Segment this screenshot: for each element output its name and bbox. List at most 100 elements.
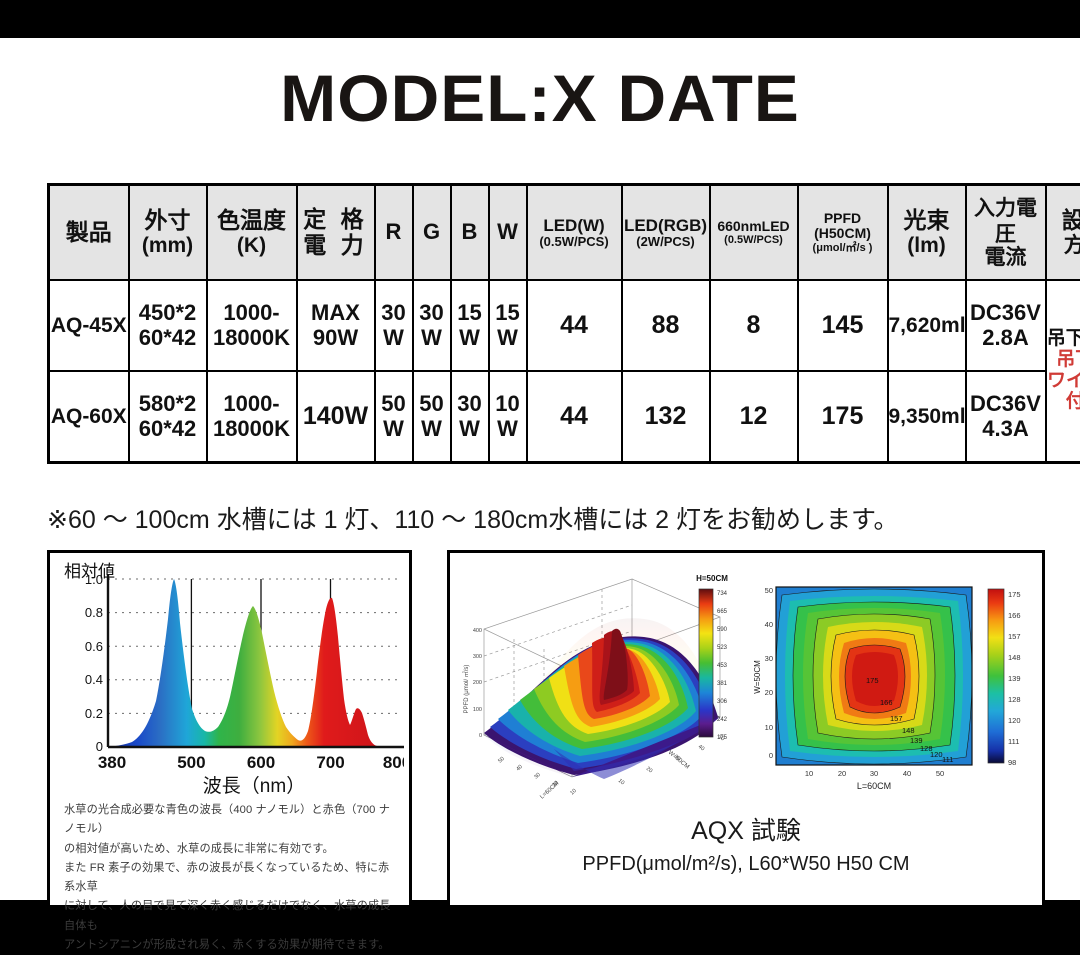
cell-led-660nm: 12 bbox=[710, 371, 798, 463]
ppfd-caption-subtitle: PPFD(μmol/m²/s), L60*W50 H50 CM bbox=[450, 853, 1042, 876]
svg-text:40: 40 bbox=[765, 620, 773, 629]
spectrum-chart: 1.0 0.8 0.6 0.4 0.2 0 380 500 600 700 80… bbox=[60, 561, 404, 797]
cell-luminous-flux: 7,620ml bbox=[888, 280, 966, 371]
surface-zlabel-text: PPFD (μmol/ ㎡/s) bbox=[462, 665, 470, 714]
svg-text:0.4: 0.4 bbox=[85, 672, 103, 687]
cell-ppfd: 175 bbox=[798, 371, 888, 463]
spectrum-yticks: 1.0 0.8 0.6 0.4 0.2 0 bbox=[85, 572, 103, 754]
ppfd-surface-chart: 0 100 200 300 400 PPFD (μmol/ ㎡/s) 50 40… bbox=[454, 567, 754, 807]
cell-ppfd: 145 bbox=[798, 280, 888, 371]
ppfd-contour-chart: 175 166 157 148 139 128 120 111 0 10 20 … bbox=[750, 575, 1040, 805]
surface-xlabel-text: L=60CM bbox=[539, 781, 560, 801]
svg-text:0: 0 bbox=[479, 733, 482, 739]
header-dimensions: 外寸(mm) bbox=[129, 185, 207, 281]
svg-text:500: 500 bbox=[177, 753, 205, 772]
contour-yticks: 0 10 20 30 40 50 bbox=[765, 586, 773, 760]
spec-table-container: 製品 外寸(mm) 色温度(K) 定 格電 力 R G B W LED(W)(0… bbox=[47, 183, 1045, 464]
svg-text:175: 175 bbox=[717, 735, 728, 741]
svg-text:50: 50 bbox=[497, 756, 506, 765]
svg-text:590: 590 bbox=[717, 627, 728, 633]
svg-text:120: 120 bbox=[1008, 716, 1021, 725]
svg-text:0: 0 bbox=[96, 739, 103, 754]
svg-text:400: 400 bbox=[473, 628, 482, 634]
svg-text:665: 665 bbox=[717, 609, 728, 615]
svg-text:100: 100 bbox=[473, 707, 482, 713]
svg-text:453: 453 bbox=[717, 663, 728, 669]
svg-text:111: 111 bbox=[942, 755, 953, 764]
svg-text:30: 30 bbox=[765, 654, 773, 663]
svg-text:10: 10 bbox=[765, 723, 773, 732]
table-header-row: 製品 外寸(mm) 色温度(K) 定 格電 力 R G B W LED(W)(0… bbox=[49, 185, 1080, 281]
header-ppfd: PPFD (H50CM)(μmol/㎡/s ) bbox=[798, 185, 888, 281]
cell-led-rgb: 132 bbox=[622, 371, 710, 463]
caption-line: アントシアニンが形成され易く、赤くする効果が期待できます。 bbox=[64, 936, 400, 955]
header-product: 製品 bbox=[49, 185, 129, 281]
header-input-voltage: 入力電圧電流 bbox=[966, 185, 1046, 281]
svg-text:40: 40 bbox=[903, 769, 911, 778]
header-rated-power: 定 格電 力 bbox=[297, 185, 375, 281]
svg-text:20: 20 bbox=[645, 766, 654, 775]
caption-line: 水草の光合成必要な青色の波長（400 ナノモル）と赤色（700 ナノモル） bbox=[64, 801, 400, 840]
svg-text:50: 50 bbox=[765, 586, 773, 595]
surface-colorbar-title: H=50CM bbox=[696, 574, 728, 583]
header-r: R bbox=[375, 185, 413, 281]
cell-led-660nm: 8 bbox=[710, 280, 798, 371]
cell-led-w: 44 bbox=[527, 280, 622, 371]
svg-text:50: 50 bbox=[936, 769, 944, 778]
caption-line: の相対値が高いため、水草の成長に非常に有効です。 bbox=[64, 840, 400, 859]
svg-text:120: 120 bbox=[930, 750, 943, 759]
header-color-temperature: 色温度(K) bbox=[207, 185, 297, 281]
svg-text:242: 242 bbox=[717, 717, 728, 723]
contour-xticks: 10 20 30 40 50 bbox=[805, 769, 944, 778]
svg-text:523: 523 bbox=[717, 645, 728, 651]
svg-text:10: 10 bbox=[805, 769, 813, 778]
svg-text:306: 306 bbox=[717, 699, 728, 705]
header-led-rgb: LED(RGB)(2W/PCS) bbox=[622, 185, 710, 281]
surface-colorbar bbox=[699, 589, 713, 737]
contour-xlabel-text: L=60CM bbox=[857, 781, 891, 791]
cell-product: AQ-60X bbox=[49, 371, 129, 463]
svg-text:0.2: 0.2 bbox=[85, 706, 103, 721]
cell-product: AQ-45X bbox=[49, 280, 129, 371]
header-luminous-flux: 光束(lm) bbox=[888, 185, 966, 281]
svg-text:148: 148 bbox=[1008, 653, 1021, 662]
caption-line: また FR 素子の効果で、赤の波長が長くなっているため、特に赤系水草 bbox=[64, 859, 400, 898]
spectrum-panel: 相対値 bbox=[47, 550, 412, 908]
cell-led-w: 44 bbox=[527, 371, 622, 463]
contour-ylabel-text: W=50CM bbox=[753, 660, 762, 694]
spectrum-xlabel-text: 波長（nm） bbox=[203, 775, 305, 797]
cell-rated-power: 140W bbox=[297, 371, 375, 463]
svg-text:700: 700 bbox=[316, 753, 344, 772]
install-type-label: 吊下げ型 bbox=[1047, 328, 1080, 349]
svg-text:175: 175 bbox=[1008, 590, 1021, 599]
contour-colorbar bbox=[988, 589, 1004, 763]
header-led-660nm: 660nmLED(0.5W/PCS) bbox=[710, 185, 798, 281]
ppfd-caption-title: AQX 試験 bbox=[450, 811, 1042, 847]
install-wire-label-line1: 吊下げ bbox=[1047, 350, 1080, 371]
svg-text:98: 98 bbox=[1008, 758, 1016, 767]
svg-text:200: 200 bbox=[473, 680, 482, 686]
svg-text:20: 20 bbox=[765, 688, 773, 697]
svg-text:148: 148 bbox=[902, 726, 915, 735]
svg-text:800: 800 bbox=[383, 753, 404, 772]
svg-text:40: 40 bbox=[697, 744, 706, 753]
svg-text:10: 10 bbox=[569, 788, 578, 797]
svg-text:30: 30 bbox=[533, 772, 542, 781]
svg-text:0: 0 bbox=[769, 751, 773, 760]
svg-text:1.0: 1.0 bbox=[85, 572, 103, 587]
cell-luminous-flux: 9,350ml bbox=[888, 371, 966, 463]
contour-colorbar-ticks: 98 111 120 128 139 148 157 166 175 bbox=[1008, 590, 1021, 767]
surface-colorbar-ticks: 175 242 306 381 453 523 590 665 734 bbox=[717, 591, 728, 741]
svg-text:40: 40 bbox=[515, 764, 524, 773]
